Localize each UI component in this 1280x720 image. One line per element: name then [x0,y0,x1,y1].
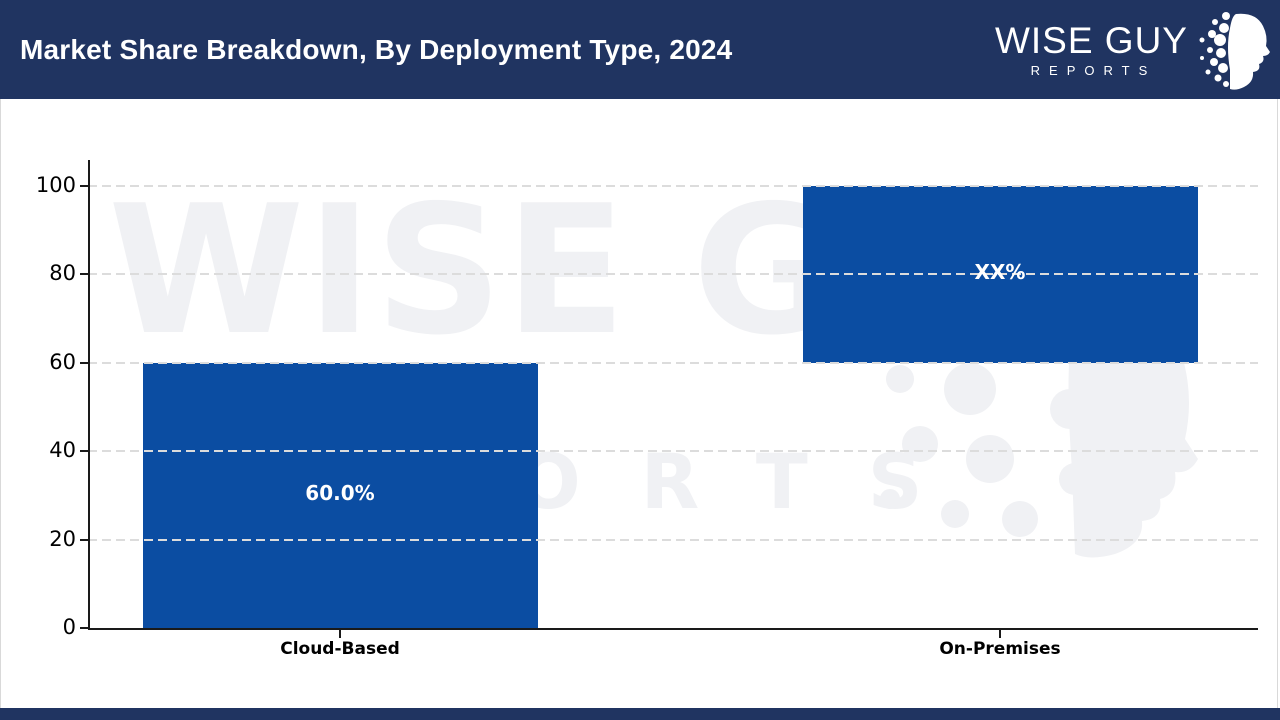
logo-subtext: REPORTS [1030,63,1157,78]
footer-bar [0,708,1280,720]
y-tick-mark-20 [80,538,88,541]
logo-text: WISE GUY REPORTS [995,22,1188,77]
y-axis-tick-label: 80 [49,261,76,286]
x-axis-line [88,628,1258,630]
gridline-40 [88,450,1258,453]
x-axis-category-label: On-Premises [939,639,1061,659]
plot-area: WISE GUY REPORTS 0 20 40 60 80 100 60.0% Cloud-… [0,99,1280,716]
x-axis-category-label: Cloud-Based [280,639,400,659]
bar-value-label: XX% [974,260,1026,285]
bar-cloud-based [142,362,538,628]
y-tick-mark-100 [80,185,88,187]
y-tick-mark-60 [80,361,88,364]
y-tick-mark-40 [80,450,88,453]
y-axis-line [88,160,90,630]
logo-face-icon [1199,11,1270,90]
wise-guy-reports-logo: WISE GUY REPORTS [995,6,1280,94]
header-bar: Market Share Breakdown, By Deployment Ty… [0,0,1280,99]
x-tick-mark [999,630,1001,638]
y-axis-tick-label: 40 [49,438,76,463]
y-axis-tick-label: 100 [35,173,76,197]
gridline-20 [88,538,1258,541]
y-axis-tick-label: 0 [62,615,76,639]
gridline-60 [88,361,1258,364]
y-tick-mark-0 [80,627,88,629]
bar-value-label: 60.0% [305,481,375,506]
y-axis-tick-label: 20 [49,526,76,551]
page-title: Market Share Breakdown, By Deployment Ty… [20,33,733,65]
x-tick-mark [339,630,341,638]
y-axis-tick-label: 60 [49,349,76,374]
logo-wordmark: WISE GUY [994,20,1188,61]
y-tick-mark-80 [80,273,88,276]
gridline-100 [88,185,1258,187]
gridline-80 [88,273,1258,276]
